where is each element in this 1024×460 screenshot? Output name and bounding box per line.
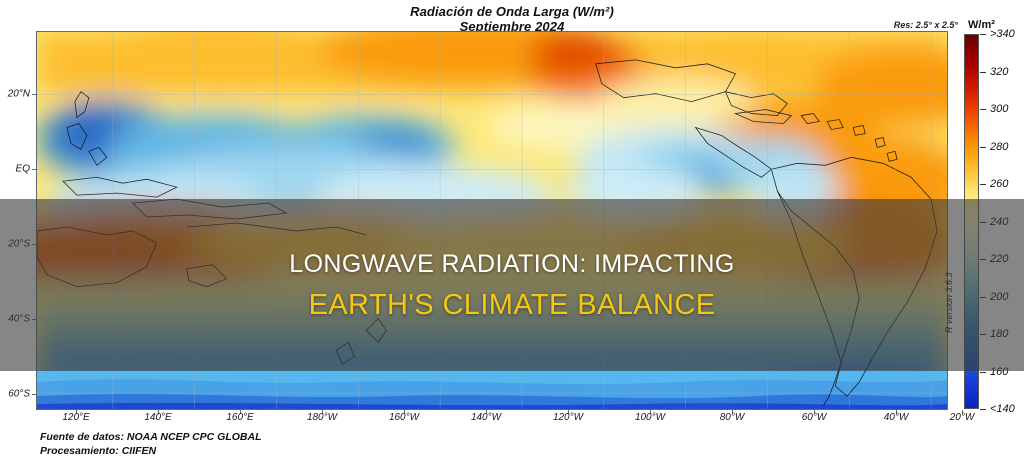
x-tick-label: 20°W xyxy=(950,412,975,423)
x-tick-label: 100°W xyxy=(635,412,665,423)
colorbar-tick-mark xyxy=(980,147,986,148)
colorbar-tick-label: 300 xyxy=(990,103,1008,115)
y-tick-label: 20°N xyxy=(0,89,30,100)
x-tick-label: 60°W xyxy=(802,412,827,423)
chart-figure: Radiación de Onda Larga (W/m²) Septiembr… xyxy=(0,0,1024,460)
colorbar-tick-mark xyxy=(980,184,986,185)
colorbar-tick-label: 280 xyxy=(990,141,1008,153)
colorbar-tick-label: >340 xyxy=(990,28,1015,40)
x-tick-label: 160°E xyxy=(226,412,253,423)
chart-title-line1: Radiación de Onda Larga (W/m²) xyxy=(0,4,1024,19)
colorbar-tick-label: 260 xyxy=(990,178,1008,190)
colorbar-tick-mark xyxy=(980,372,986,373)
x-tick-label: 120°W xyxy=(553,412,583,423)
x-tick-label: 80°W xyxy=(720,412,745,423)
colorbar-tick-mark xyxy=(980,72,986,73)
source-line2: Procesamiento: CIIFEN xyxy=(40,444,261,458)
x-tick-label: 160°W xyxy=(389,412,419,423)
y-tick-label: EQ xyxy=(0,164,30,175)
colorbar-tick-mark xyxy=(980,409,986,410)
headline-line2: EARTH'S CLIMATE BALANCE xyxy=(309,284,716,326)
source-credit: Fuente de datos: NOAA NCEP CPC GLOBAL Pr… xyxy=(40,430,261,458)
colorbar-tick-label: 320 xyxy=(990,66,1008,78)
headline-line1: LONGWAVE RADIATION: IMPACTING xyxy=(289,244,734,284)
colorbar-tick-mark xyxy=(980,109,986,110)
chart-title: Radiación de Onda Larga (W/m²) Septiembr… xyxy=(0,4,1024,34)
y-tick-label: 60°S xyxy=(0,389,30,400)
x-tick-label: 140°W xyxy=(471,412,501,423)
headline-overlay: LONGWAVE RADIATION: IMPACTING EARTH'S CL… xyxy=(0,199,1024,371)
x-tick-label: 40°W xyxy=(884,412,909,423)
x-tick-label: 180°W xyxy=(307,412,337,423)
resolution-label: Res: 2.5° x 2.5° xyxy=(894,20,958,30)
colorbar-tick-mark xyxy=(980,34,986,35)
x-tick-label: 120°E xyxy=(62,412,89,423)
source-line1: Fuente de datos: NOAA NCEP CPC GLOBAL xyxy=(40,430,261,444)
x-tick-label: 140°E xyxy=(144,412,171,423)
colorbar-tick-label: <140 xyxy=(990,403,1015,415)
